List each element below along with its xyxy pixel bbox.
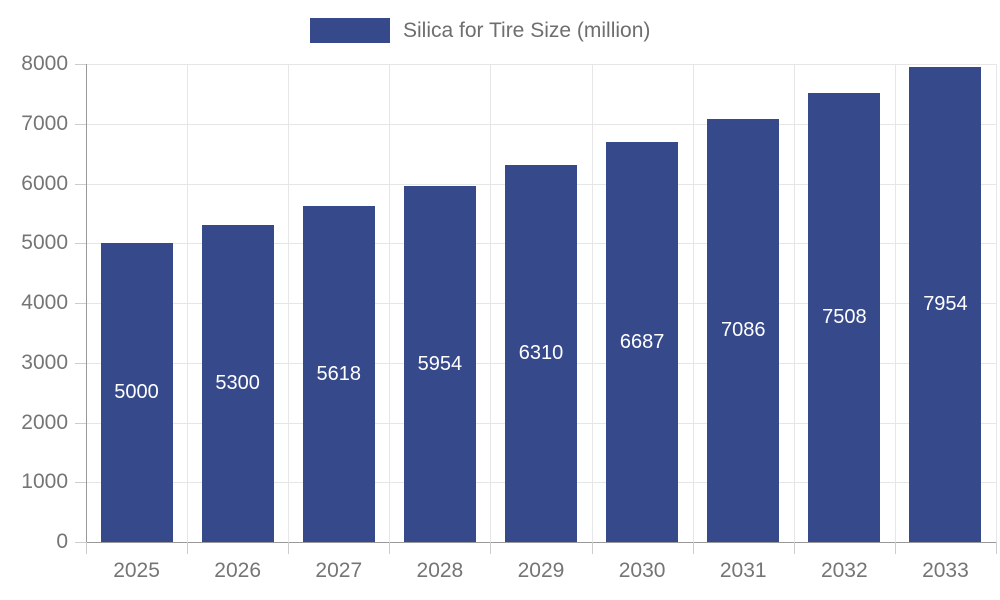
x-tick-mark <box>389 542 391 554</box>
x-tick-label: 2026 <box>214 559 262 582</box>
y-tick-mark <box>75 482 86 484</box>
x-tick-mark <box>692 542 694 554</box>
y-tick-label: 1000 <box>21 470 68 494</box>
y-tick-mark <box>75 64 86 65</box>
y-tick-label: 0 <box>56 530 68 553</box>
v-gridline <box>996 64 997 542</box>
v-gridline <box>389 64 391 542</box>
y-axis-line <box>86 64 87 543</box>
x-axis-line <box>86 542 997 543</box>
x-tick-label: 2025 <box>113 559 160 582</box>
x-tick-mark <box>591 542 593 554</box>
x-tick-label: 2031 <box>719 559 767 582</box>
y-tick-mark <box>75 243 86 245</box>
x-tick-mark <box>86 542 87 554</box>
v-gridline <box>187 64 189 542</box>
y-tick-label: 6000 <box>21 171 68 195</box>
v-gridline <box>894 64 896 542</box>
x-tick-label: 2032 <box>820 559 868 582</box>
y-tick-mark <box>75 422 86 424</box>
y-tick-label: 3000 <box>21 350 68 374</box>
v-gridline <box>793 64 795 542</box>
x-tick-label: 2033 <box>922 559 969 582</box>
y-tick-mark <box>75 362 86 364</box>
v-gridline <box>288 64 290 542</box>
legend-label: Silica for Tire Size (million) <box>403 19 651 42</box>
x-tick-mark <box>894 542 896 554</box>
x-tick-mark <box>996 542 997 554</box>
y-tick-label: 7000 <box>21 111 68 135</box>
y-tick-mark <box>75 123 86 125</box>
x-tick-mark <box>793 542 795 554</box>
legend-item[interactable]: Silica for Tire Size (million) <box>310 17 650 44</box>
bar[interactable]: 6310 <box>505 164 577 542</box>
y-tick-label: 2000 <box>21 410 68 434</box>
bar[interactable]: 5618 <box>302 206 375 542</box>
bar-value-label: 5954 <box>417 352 463 375</box>
bar-value-label: 5300 <box>215 372 260 395</box>
y-tick-label: 8000 <box>21 52 68 75</box>
y-tick-mark <box>75 303 86 304</box>
x-tick-label: 2028 <box>416 559 464 582</box>
y-tick-mark <box>75 542 86 543</box>
y-tick-label: 5000 <box>21 231 68 255</box>
legend-swatch <box>310 18 390 43</box>
x-tick-label: 2027 <box>315 559 363 582</box>
bar-value-label: 6687 <box>619 330 665 353</box>
bar-value-label: 6310 <box>518 341 564 364</box>
x-tick-mark <box>490 542 492 554</box>
bar-value-label: 7508 <box>822 306 867 329</box>
h-gridline <box>86 64 996 65</box>
x-tick-label: 2029 <box>517 559 565 582</box>
bar-value-label: 5000 <box>114 381 159 404</box>
x-tick-mark <box>187 542 189 554</box>
bar[interactable]: 6687 <box>606 142 679 542</box>
y-tick-mark <box>75 183 86 185</box>
v-gridline <box>591 64 593 542</box>
bar-value-label: 7954 <box>923 292 968 315</box>
bar-value-label: 7086 <box>720 318 766 341</box>
bar[interactable]: 7086 <box>707 118 780 542</box>
bar[interactable]: 7508 <box>808 93 881 542</box>
bar[interactable]: 5000 <box>100 243 173 542</box>
bar[interactable]: 5300 <box>201 225 274 542</box>
bar-value-label: 5618 <box>316 362 362 385</box>
h-gridline <box>86 123 996 125</box>
x-tick-mark <box>288 542 290 554</box>
x-tick-label: 2030 <box>618 559 666 582</box>
v-gridline <box>692 64 694 542</box>
bar[interactable]: 5954 <box>403 186 476 542</box>
bar[interactable]: 7954 <box>909 66 982 542</box>
v-gridline <box>490 64 492 542</box>
y-tick-label: 4000 <box>21 291 68 314</box>
